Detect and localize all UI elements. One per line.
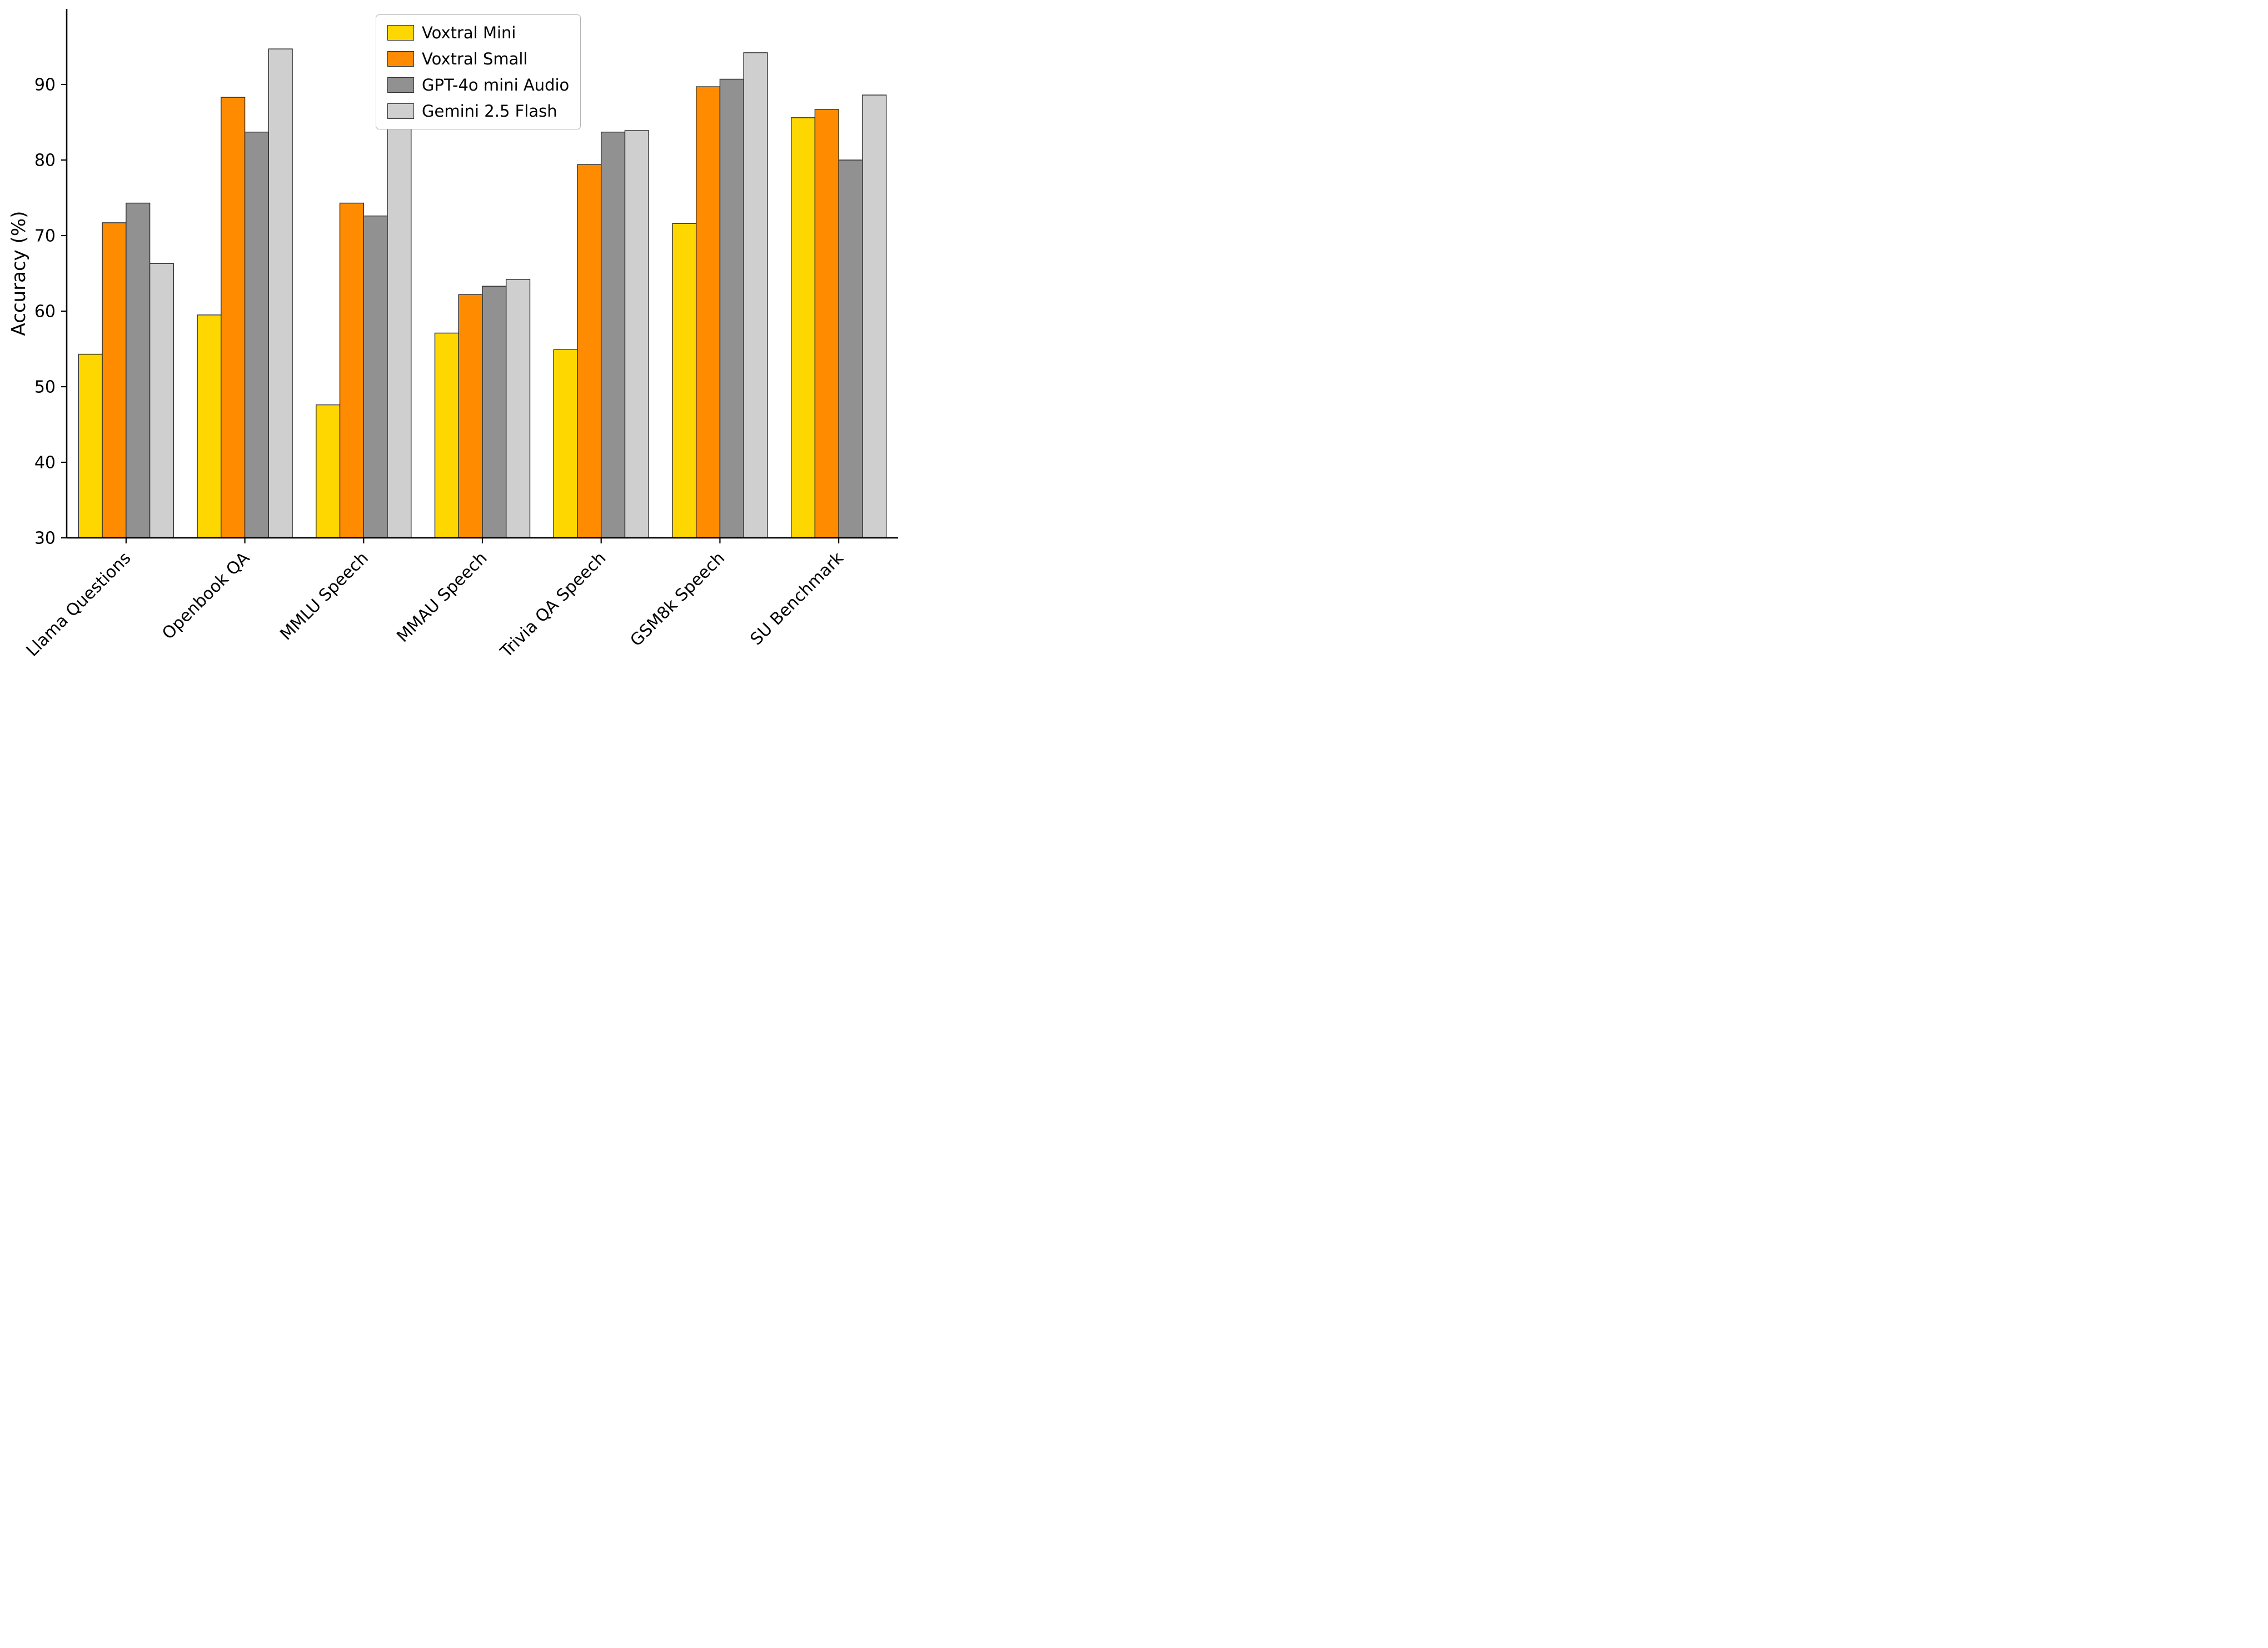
legend-swatch-voxtral-mini: [387, 25, 414, 41]
legend-item-voxtral-small: Voxtral Small: [387, 49, 569, 68]
y-tick-label: 60: [34, 302, 56, 322]
bar-gpt-4o-mini-audio-4: [601, 131, 626, 538]
x-tick-label: Llama Questions: [23, 548, 135, 659]
bar-voxtral-small-6: [814, 109, 839, 538]
bar-voxtral-mini-1: [197, 314, 222, 538]
y-axis-label: Accuracy (%): [8, 211, 30, 336]
bar-gpt-4o-mini-audio-0: [126, 202, 151, 538]
bar-voxtral-small-5: [695, 86, 721, 538]
bar-chart-svg: 30 40 50 60 70 80 90 Llama Questions Openbook QA…: [23, 9, 898, 659]
x-tick-label: MMAU Speech: [393, 548, 491, 646]
accuracy-bar-chart: 30 40 50 60 70 80 90 Llama Questions Openbook QA…: [0, 0, 907, 659]
legend-item-gemini-25-flash: Gemini 2.5 Flash: [387, 102, 569, 121]
y-tick-label: 70: [34, 227, 56, 246]
bar-gpt-4o-mini-audio-1: [244, 131, 270, 538]
y-tick-label: 30: [34, 529, 56, 548]
bar-gemini-2-5-flash-1: [268, 48, 293, 538]
x-tick-label: Openbook QA: [158, 548, 253, 643]
bar-gemini-2-5-flash-6: [862, 94, 887, 538]
bar-gpt-4o-mini-audio-5: [719, 78, 744, 538]
x-tick-label: GSM8k Speech: [626, 548, 729, 651]
legend-label-gemini-25-flash: Gemini 2.5 Flash: [422, 102, 557, 121]
bar-voxtral-mini-2: [316, 404, 341, 538]
bar-voxtral-small-1: [221, 97, 246, 538]
bar-voxtral-mini-0: [78, 353, 103, 538]
bar-voxtral-mini-6: [790, 117, 816, 538]
bar-voxtral-mini-4: [553, 349, 578, 538]
legend-label-voxtral-mini: Voxtral Mini: [422, 23, 516, 42]
bar-gemini-2-5-flash-0: [149, 263, 175, 538]
legend-item-voxtral-mini: Voxtral Mini: [387, 23, 569, 42]
bar-gemini-2-5-flash-3: [506, 279, 531, 538]
y-tick-label: 50: [34, 378, 56, 397]
legend-item-gpt4o-mini-audio: GPT-4o mini Audio: [387, 76, 569, 94]
bar-voxtral-small-0: [102, 222, 127, 538]
y-tick-label: 80: [34, 151, 56, 171]
bar-gpt-4o-mini-audio-6: [838, 159, 863, 538]
x-tick-label: MMLU Speech: [276, 548, 372, 645]
y-tick-label: 40: [34, 453, 56, 473]
bar-voxtral-small-4: [577, 164, 602, 538]
legend-label-gpt4o-mini-audio: GPT-4o mini Audio: [422, 76, 570, 94]
legend-swatch-gpt4o-mini-audio: [387, 77, 414, 93]
x-tick-label: Trivia QA Speech: [496, 548, 610, 659]
legend: Voxtral Mini Voxtral Small GPT-4o mini A…: [376, 14, 581, 129]
bar-voxtral-small-2: [339, 202, 364, 538]
bar-gpt-4o-mini-audio-2: [363, 215, 388, 538]
bar-gemini-2-5-flash-5: [743, 52, 768, 538]
bar-voxtral-small-3: [458, 294, 483, 538]
x-tick-label: SU Benchmark: [746, 548, 848, 649]
legend-label-voxtral-small: Voxtral Small: [422, 49, 528, 68]
bar-voxtral-mini-5: [672, 223, 697, 538]
bar-gpt-4o-mini-audio-3: [482, 286, 507, 538]
legend-swatch-voxtral-small: [387, 51, 414, 67]
y-tick-label: 90: [34, 76, 56, 95]
legend-swatch-gemini-25-flash: [387, 103, 414, 119]
bar-voxtral-mini-3: [434, 332, 459, 538]
bar-gemini-2-5-flash-4: [624, 130, 649, 538]
bar-gemini-2-5-flash-2: [387, 124, 412, 538]
